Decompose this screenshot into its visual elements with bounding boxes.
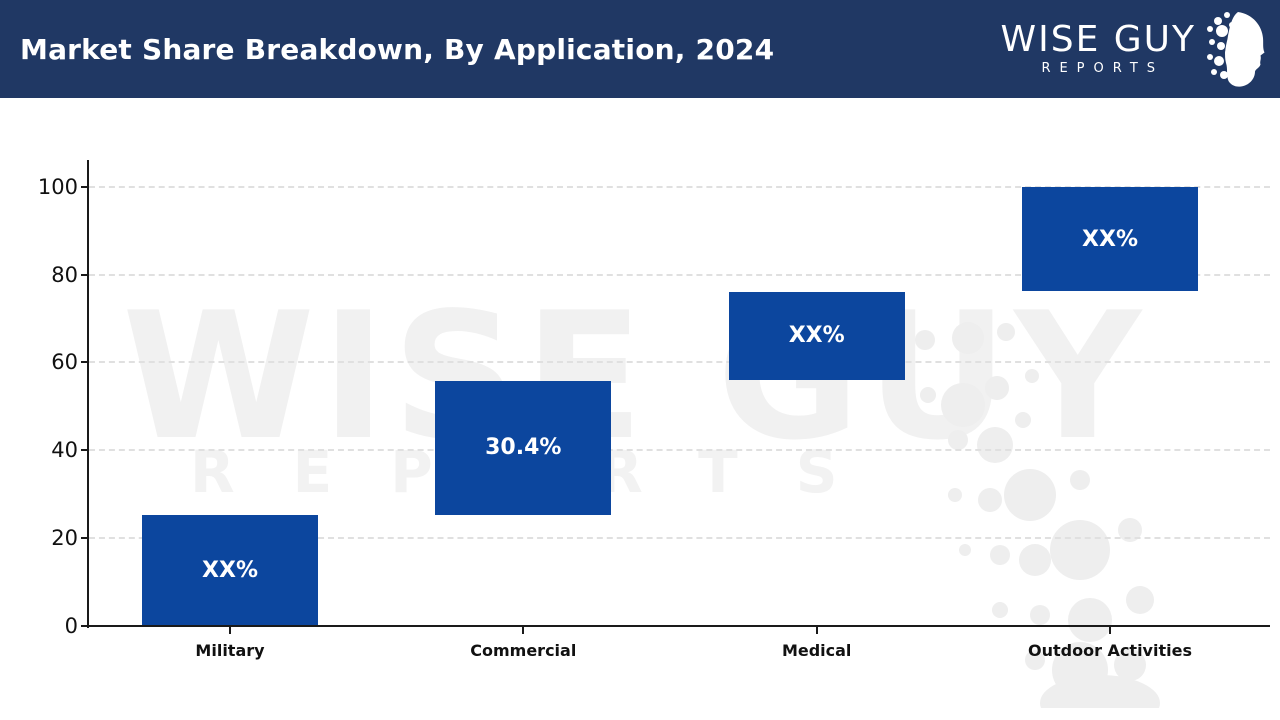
bar-commercial: 30.4% (435, 381, 612, 515)
y-axis-line (87, 160, 89, 628)
y-tick-mark (81, 536, 88, 539)
x-category-label: Military (195, 640, 265, 660)
logo-wordmark: WISE GUY (1000, 19, 1196, 60)
y-tick-label: 0 (64, 613, 78, 638)
logo-text: WISE GUY REPORTS (1000, 19, 1197, 77)
wiseguy-logo: WISE GUY REPORTS (1001, 9, 1267, 89)
x-category-label: Outdoor Activities (1028, 640, 1192, 660)
page-title: Market Share Breakdown, By Application, … (20, 32, 775, 66)
bar-value-label: XX% (1082, 226, 1138, 252)
gridline-80 (89, 273, 1270, 276)
watermark-face-dots-icon (779, 322, 1160, 708)
bar-value-label: 30.4% (485, 435, 562, 461)
x-tick-mark (522, 626, 525, 634)
x-axis-line (87, 624, 1270, 627)
y-tick-mark (81, 624, 88, 627)
logo-face-icon (1207, 12, 1265, 87)
x-category-label: Medical (781, 640, 852, 660)
logo-subtitle: REPORTS (1041, 61, 1165, 76)
y-tick-label: 40 (51, 438, 78, 463)
y-tick-mark (81, 361, 88, 364)
x-tick-mark (229, 626, 231, 634)
bar-military: XX% (142, 514, 318, 626)
y-tick-mark (81, 273, 88, 276)
y-tick-mark (81, 186, 88, 188)
x-tick-mark (1109, 626, 1111, 634)
y-tick-label: 60 (51, 350, 78, 375)
y-tick-label: 100 (37, 175, 78, 199)
gridline-100 (89, 186, 1270, 188)
header: Market Share Breakdown, By Application, … (0, 0, 1280, 98)
bar-value-label: XX% (788, 323, 845, 349)
y-tick-mark (81, 449, 88, 452)
x-tick-mark (815, 626, 818, 634)
gridline-60 (89, 361, 1270, 364)
gridline-20 (89, 536, 1270, 539)
gridline-40 (89, 449, 1270, 452)
x-category-label: Commercial (470, 640, 577, 660)
bar-value-label: XX% (202, 557, 258, 583)
y-tick-label: 80 (51, 262, 78, 287)
watermark-wordmark: WISE GUY (122, 276, 1148, 479)
bar-medical: XX% (728, 291, 905, 380)
bar-outdoor-activities: XX% (1022, 187, 1198, 292)
y-tick-label: 20 (51, 525, 78, 550)
